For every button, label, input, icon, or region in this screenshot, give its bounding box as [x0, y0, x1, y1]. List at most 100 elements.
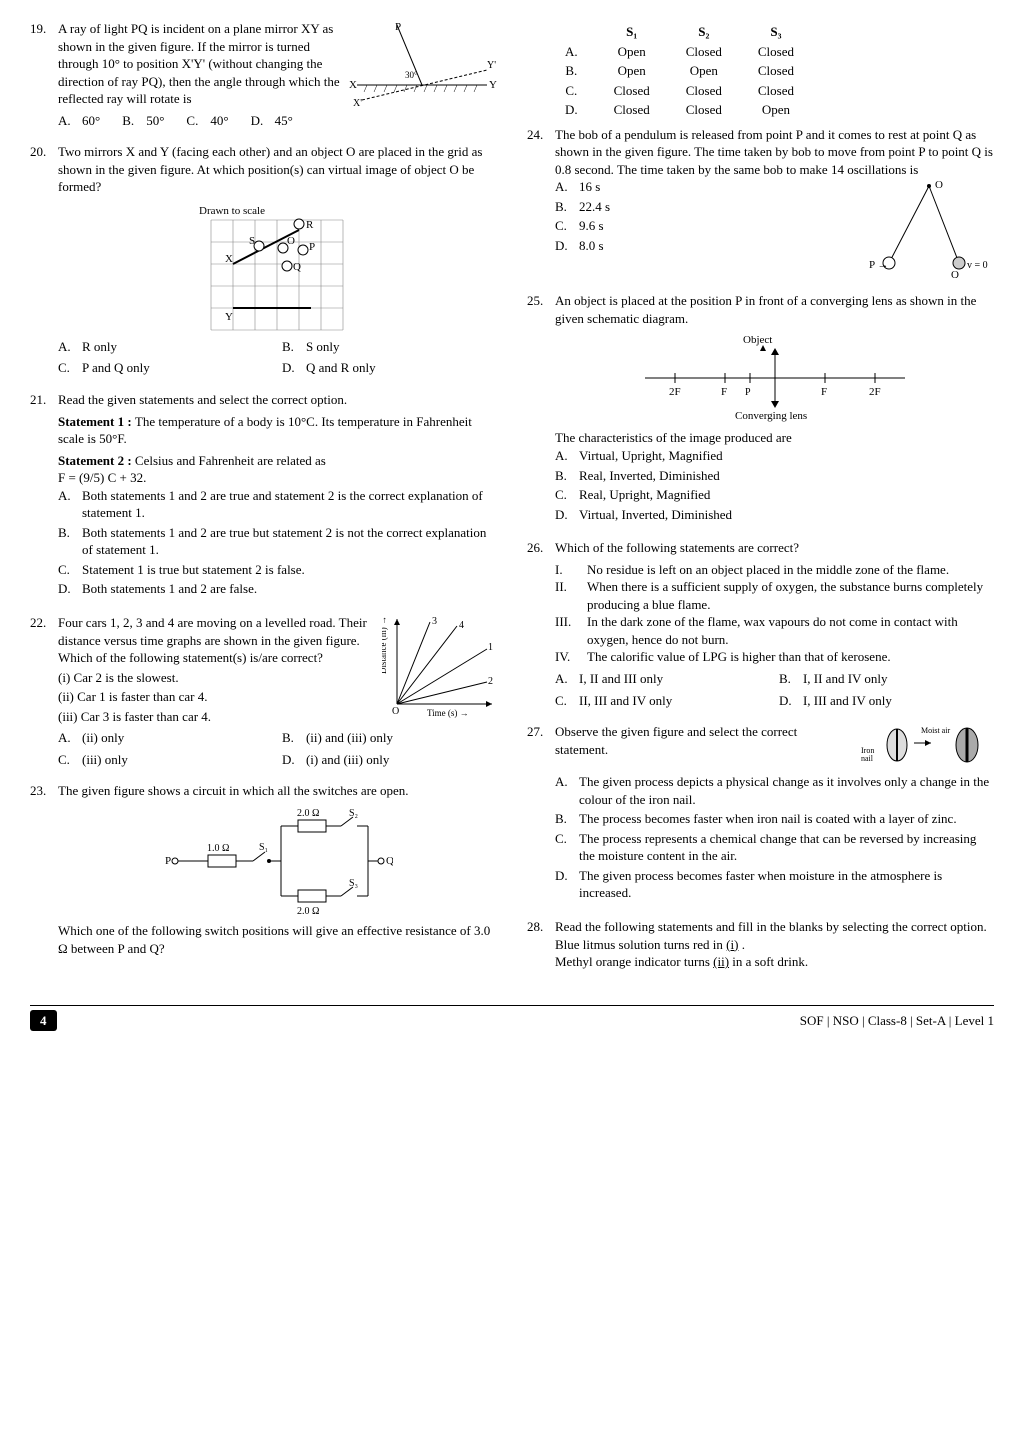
blank-i: (i): [726, 937, 738, 952]
opt-text: Virtual, Inverted, Diminished: [579, 506, 732, 524]
svg-text:1.0 Ω: 1.0 Ω: [207, 843, 229, 854]
svg-text:S: S: [249, 235, 255, 247]
opt-label: C.: [186, 112, 204, 130]
opt-label: D.: [282, 751, 300, 769]
svg-text:2: 2: [488, 676, 493, 687]
opt-text: I, II and III only: [579, 670, 663, 688]
opt-label: A.: [58, 338, 76, 356]
lens-diagram: Object 2F F P F 2F Converging lens: [635, 333, 915, 423]
options: A.(ii) only B.(ii) and (iii) only C.(iii…: [58, 729, 497, 768]
qbody: Ironnail Moist air Observe the given fig…: [555, 723, 994, 904]
svg-text:O: O: [287, 235, 295, 247]
svg-text:O: O: [935, 179, 943, 191]
svg-text:2.0 Ω: 2.0 Ω: [297, 906, 319, 916]
svg-text:Y': Y': [487, 60, 496, 71]
qnum: 24.: [527, 126, 555, 279]
opt-label: A.: [58, 112, 76, 130]
footer-tag: SOF | NSO | Class-8 | Set-A | Level 1: [800, 1012, 994, 1030]
statement-1: Statement 1 : The temperature of a body …: [58, 413, 497, 448]
text: .: [738, 937, 745, 952]
td: Closed: [668, 42, 740, 62]
qtext: A ray of light PQ is incident on a plane…: [58, 21, 340, 106]
svg-text:P: P: [745, 387, 751, 398]
question-21: 21. Read the given statements and select…: [30, 391, 497, 600]
td: Open: [596, 61, 668, 81]
roman-label: I.: [555, 561, 581, 579]
options: A.60° B.50° C.40° D.45°: [58, 112, 341, 130]
opt-label: D.: [555, 506, 573, 524]
opt-text: The process becomes faster when iron nai…: [579, 810, 957, 828]
opt-text: 50°: [146, 112, 164, 130]
qtext: The bob of a pendulum is released from p…: [555, 127, 993, 177]
th: S₂: [668, 22, 740, 42]
svg-text:R: R: [306, 219, 314, 231]
options: A.I, II and III only B.I, II and IV only…: [555, 670, 994, 709]
qbody: An object is placed at the position P in…: [555, 292, 994, 525]
opt-label: C.: [58, 561, 76, 579]
opt-text: 9.6 s: [579, 217, 604, 235]
td: Closed: [740, 81, 812, 101]
opt-label: A.: [58, 729, 76, 747]
opt-text: (ii) and (iii) only: [306, 729, 393, 747]
opt-text: Real, Inverted, Diminished: [579, 467, 720, 485]
qnum: 20.: [30, 143, 58, 377]
opt-label: D.: [555, 237, 573, 255]
right-column: S₁S₂S₃ A.OpenClosedClosed B.OpenOpenClos…: [527, 20, 994, 985]
svg-text:3: 3: [432, 616, 437, 627]
opt-label: B.: [555, 810, 573, 828]
intro: Which of the following statements are co…: [555, 539, 994, 557]
options: A.Both statements 1 and 2 are true and s…: [58, 487, 497, 598]
question-26: 26. Which of the following statements ar…: [527, 539, 994, 709]
opt-text: Both statements 1 and 2 are false.: [82, 580, 257, 598]
formula: F = (9/5) C + 32.: [58, 469, 497, 487]
opt-label: C.: [555, 217, 573, 235]
svg-text:nail: nail: [861, 754, 874, 763]
opt-text: The given process depicts a physical cha…: [579, 773, 994, 808]
svg-text:X: X: [225, 253, 233, 265]
qbody: The given figure shows a circuit in whic…: [58, 782, 497, 957]
td: Open: [668, 61, 740, 81]
page-footer: 4 SOF | NSO | Class-8 | Set-A | Level 1: [30, 1005, 994, 1032]
svg-text:F: F: [721, 386, 727, 398]
opt-label: C.: [58, 359, 76, 377]
svg-text:Distance (m) →: Distance (m) →: [382, 616, 388, 674]
opt-label: B.: [555, 467, 573, 485]
svg-text:Drawn to scale: Drawn to scale: [199, 205, 265, 217]
opt-label: A.: [555, 670, 573, 688]
opt-text: 45°: [275, 112, 293, 130]
question-27: 27. Ironnail Moist air Observe the given…: [527, 723, 994, 904]
rust-diagram: Ironnail Moist air: [859, 723, 994, 773]
opt-label: D.: [555, 867, 573, 902]
pendulum-diagram: O P → Q v = 0: [859, 178, 994, 278]
opt-label: A.: [555, 178, 573, 196]
opt-text: 22.4 s: [579, 198, 610, 216]
svg-text:Q: Q: [293, 261, 301, 273]
svg-text:4: 4: [459, 620, 464, 631]
svg-text:P: P: [309, 241, 315, 253]
question-22: 22. O Time (s) → Distance (m) → 3 4 1 2 …: [30, 614, 497, 768]
question-19: 19. P XY X'Y' 30°: [30, 20, 497, 129]
svg-text:P: P: [165, 855, 171, 867]
svg-text:Y: Y: [489, 79, 497, 91]
text: Blue litmus solution turns red in: [555, 937, 726, 952]
blank-ii: (ii): [713, 954, 729, 969]
opt-label: A.: [555, 447, 573, 465]
td: Closed: [740, 61, 812, 81]
grid-diagram: Drawn to scale R S: [193, 202, 363, 332]
opt-label: D.: [251, 112, 269, 130]
opt-text: I, II and IV only: [803, 670, 888, 688]
roman-label: III.: [555, 613, 581, 648]
opt-label: B.: [282, 338, 300, 356]
svg-text:F: F: [821, 386, 827, 398]
qbody: Which of the following statements are co…: [555, 539, 994, 709]
page: 19. P XY X'Y' 30°: [30, 20, 994, 985]
qnum: 25.: [527, 292, 555, 525]
opt-text: S only: [306, 338, 340, 356]
svg-text:S₁: S₁: [259, 842, 268, 853]
line-1: Blue litmus solution turns red in (i) .: [555, 936, 994, 954]
text: in a soft drink.: [729, 954, 808, 969]
qbody: O Time (s) → Distance (m) → 3 4 1 2 Four…: [58, 614, 497, 768]
th: S₁: [596, 22, 668, 42]
opt-label: D.: [282, 359, 300, 377]
distance-time-chart: O Time (s) → Distance (m) → 3 4 1 2: [382, 614, 497, 719]
